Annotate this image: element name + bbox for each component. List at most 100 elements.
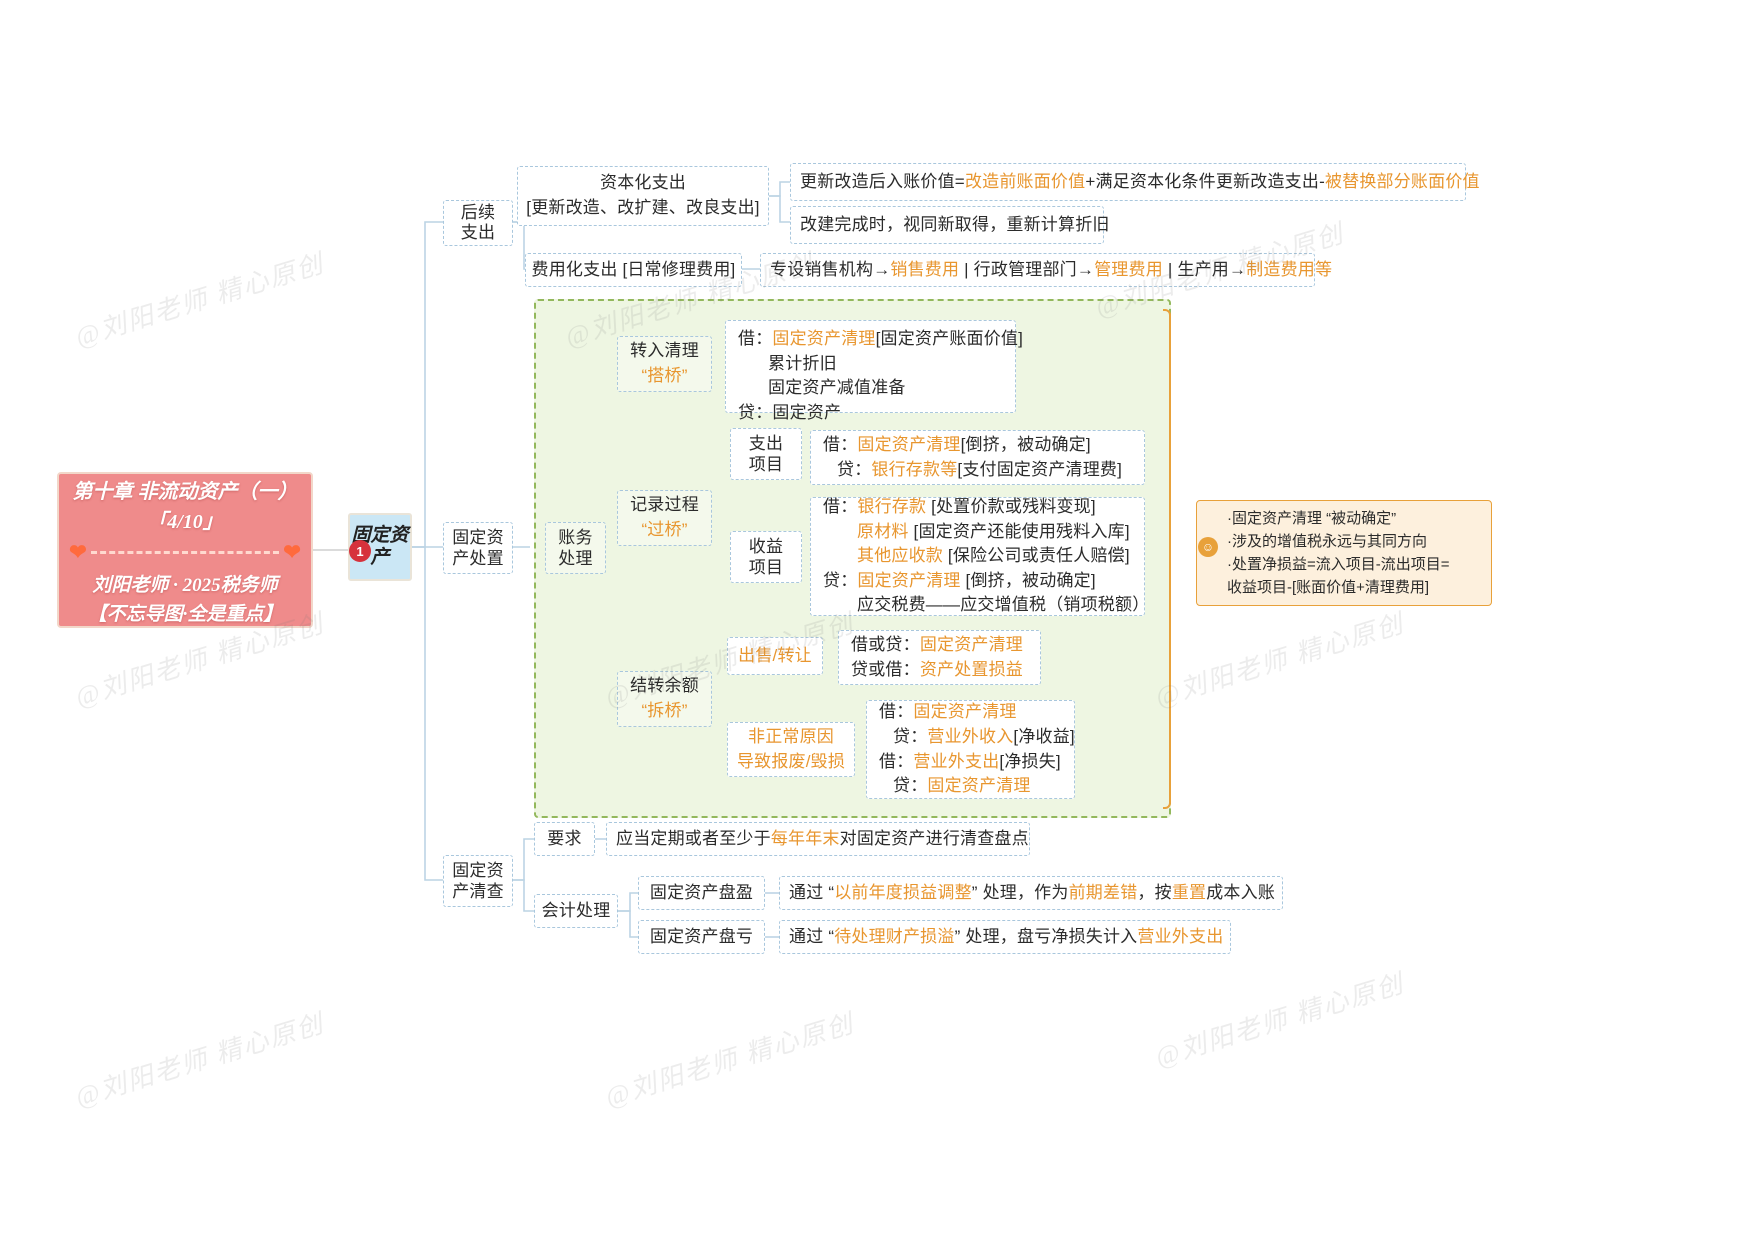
node-accounting-handling[interactable]: 会计处理: [534, 894, 618, 928]
node-transfer-to-disposal[interactable]: 转入清理 “搭桥”: [617, 336, 712, 392]
entry-line: 原材料 [固定资产还能使用残料入库]: [857, 521, 1130, 541]
entry-line: 借或贷：固定资产清理: [851, 634, 1024, 654]
capitalized-detail-1-text: 更新改造后入账价值=改造前账面价值+满足资本化条件更新改造支出-被替换部分账面价…: [800, 171, 1480, 191]
root-divider: ❤ ❤: [69, 540, 301, 565]
entry-line: 贷或借：资产处置损益: [851, 659, 1024, 679]
branch-label-line2: 支出: [460, 223, 496, 242]
root-line4: 【不忘导图·全是重点】: [87, 603, 283, 625]
node-inventory-shortage[interactable]: 固定资产盘亏: [638, 920, 765, 954]
node-requirement[interactable]: 要求: [534, 822, 595, 856]
shortage-detail-text: 通过 “待处理财产损溢” 处理，盘亏净损失计入营业外支出: [789, 926, 1224, 946]
entry-line: 贷：固定资产: [738, 402, 842, 422]
entry-line: 借：固定资产清理[固定资产账面价值]: [738, 329, 1024, 348]
watermark: @刘阳老师 精心原创: [1151, 968, 1408, 1073]
entry-line: 其他应收款 [保险公司或责任人赔偿]: [857, 546, 1130, 566]
capitalized-line1: 资本化支出: [600, 173, 686, 193]
expense-item-line2: 项目: [748, 455, 784, 474]
root-line3: 刘阳老师 · 2025税务师: [92, 574, 278, 596]
entry-line: 累计折旧: [768, 353, 837, 373]
record-line2: “过桥”: [641, 520, 688, 539]
disposal-group-bracket: [1163, 309, 1171, 809]
node-inventory-shortage-detail[interactable]: 通过 “待处理财产损溢” 处理，盘亏净损失计入营业外支出: [779, 920, 1231, 954]
callout-line1: ·固定资产清理 “被动确定”: [1227, 509, 1397, 527]
income-item-line1: 收益: [748, 536, 784, 556]
branch-disposal-line1: 固定资: [452, 527, 504, 547]
root-line1: 第十章 非流动资产（一）: [72, 480, 298, 503]
income-item-line2: 项目: [748, 558, 784, 577]
entry-line: 借：固定资产清理[倒挤，被动确定]: [823, 434, 1091, 454]
node-capitalized-detail-1[interactable]: 更新改造后入账价值=改造前账面价值+满足资本化条件更新改造支出-被替换部分账面价…: [790, 163, 1480, 201]
node-expense-item[interactable]: 支出 项目: [730, 428, 802, 480]
carryover-line2: “拆桥”: [641, 701, 688, 720]
entry-line: 贷：营业外收入[净收益]: [893, 726, 1075, 746]
entry-line: 应交税费——应交增值税（销项税额）: [857, 595, 1150, 615]
watermark: @刘阳老师 精心原创: [601, 1008, 858, 1113]
expensed-detail-text: 专设销售机构→销售费用 | 行政管理部门→管理费用 | 生产用→制造费用等: [770, 259, 1333, 279]
branch-inventory-line1: 固定资: [452, 860, 504, 880]
capitalized-line2: [更新改造、改扩建、改良支出]: [526, 198, 760, 217]
node-carryover-balance[interactable]: 结转余额 “拆桥”: [617, 671, 712, 727]
node-expensed-expenditure[interactable]: 费用化支出 [日常修理费用]: [525, 253, 742, 287]
record-line1: 记录过程: [630, 495, 699, 515]
transfer-line1: 转入清理: [630, 341, 699, 361]
topic-index-badge: 1: [349, 540, 371, 562]
entry-sale-transfer[interactable]: 借或贷：固定资产清理 贷或借：资产处置损益: [838, 630, 1041, 685]
branch-subsequent-expenditure[interactable]: 后续 支出: [443, 200, 513, 246]
surplus-label: 固定资产盘盈: [649, 882, 754, 902]
watermark: @刘阳老师 精心原创: [71, 248, 328, 353]
callout-line3: ·处置净损益=流入项目-流出项目=: [1227, 556, 1450, 573]
branch-label-line1: 后续: [460, 202, 496, 222]
node-requirement-detail[interactable]: 应当定期或者至少于每年年末对固定资产进行清查盘点: [606, 822, 1030, 856]
shortage-label: 固定资产盘亏: [649, 926, 754, 946]
sale-label: 出售/转让: [738, 645, 812, 665]
expensed-label: 费用化支出 [日常修理费用]: [531, 259, 736, 279]
branch-asset-disposal[interactable]: 固定资 产处置: [443, 522, 513, 574]
carryover-line1: 结转余额: [630, 676, 699, 696]
heart-icon-right: ❤: [283, 539, 301, 564]
node-expensed-detail[interactable]: 专设销售机构→销售费用 | 行政管理部门→管理费用 | 生产用→制造费用等: [760, 253, 1332, 287]
node-abnormal-scrap[interactable]: 非正常原因 导致报废/毁损: [727, 722, 855, 777]
callout-line4: 收益项目-[账面价值+清理费用]: [1227, 579, 1430, 597]
node-capitalized-detail-2[interactable]: 改建完成时，视同新取得，重新计算折旧: [790, 206, 1109, 244]
node-inventory-surplus[interactable]: 固定资产盘盈: [638, 876, 765, 910]
root-line2: 「4/10」: [147, 510, 223, 533]
callout-note[interactable]: ·固定资产清理 “被动确定” ·涉及的增值税永远与其同方向 ·处置净损益=流入项…: [1196, 500, 1492, 606]
callout-line2: ·涉及的增值税永远与其同方向: [1227, 532, 1427, 550]
node-inventory-surplus-detail[interactable]: 通过 “以前年度损益调整” 处理，作为前期差错，按重置成本入账: [779, 876, 1283, 910]
abnormal-line1: 非正常原因: [748, 726, 834, 746]
node-accounting-treatment[interactable]: 账务 处理: [545, 522, 606, 574]
entry-abnormal-scrap[interactable]: 借：固定资产清理 贷：营业外收入[净收益] 借：营业外支出[净损失] 贷：固定资…: [866, 700, 1075, 799]
abnormal-line2: 导致报废/毁损: [736, 751, 846, 771]
entry-line: 贷：银行存款等[支付固定资产清理费]: [837, 459, 1123, 479]
entry-expense-item[interactable]: 借：固定资产清理[倒挤，被动确定] 贷：银行存款等[支付固定资产清理费]: [810, 430, 1145, 485]
entry-line: 贷：固定资产清理 [倒挤，被动确定]: [823, 570, 1096, 590]
branch-asset-inventory-check[interactable]: 固定资 产清查: [443, 855, 513, 907]
entry-line: 固定资产减值准备: [768, 378, 906, 398]
node-capitalized-expenditure[interactable]: 资本化支出 [更新改造、改扩建、改良支出]: [517, 166, 769, 226]
node-sale-transfer[interactable]: 出售/转让: [727, 637, 823, 675]
entry-line: 借：固定资产清理: [879, 702, 1017, 722]
node-record-process[interactable]: 记录过程 “过桥”: [617, 490, 712, 546]
accounting-line1: 账务: [558, 527, 593, 547]
callout-lines: ·固定资产清理 “被动确定” ·涉及的增值税永远与其同方向 ·处置净损益=流入项…: [1227, 507, 1450, 600]
surplus-detail-text: 通过 “以前年度损益调整” 处理，作为前期差错，按重置成本入账: [789, 882, 1276, 902]
entry-transfer-to-disposal[interactable]: 借：固定资产清理[固定资产账面价值] 累计折旧 固定资产减值准备 贷：固定资产: [725, 320, 1023, 422]
entry-line: 借：营业外支出[净损失]: [879, 751, 1061, 771]
requirement-detail-text: 应当定期或者至少于每年年末对固定资产进行清查盘点: [616, 828, 1029, 848]
watermark: @刘阳老师 精心原创: [1151, 608, 1408, 713]
requirement-label: 要求: [547, 828, 582, 848]
entry-line: 借：银行存款 [处置价款或残料变现]: [823, 496, 1096, 516]
entry-income-item[interactable]: 借：银行存款 [处置价款或残料变现] 原材料 [固定资产还能使用残料入库] 其他…: [810, 496, 1149, 616]
transfer-line2: “搭桥”: [641, 366, 688, 385]
accounting-handling-label: 会计处理: [541, 900, 611, 920]
expense-item-line1: 支出: [748, 433, 784, 453]
branch-inventory-line2: 产清查: [452, 882, 504, 901]
entry-line: 贷：固定资产清理: [893, 776, 1031, 796]
watermark: @刘阳老师 精心原创: [71, 1008, 328, 1113]
node-income-item[interactable]: 收益 项目: [730, 531, 802, 583]
branch-disposal-line2: 产处置: [452, 549, 504, 568]
dashed-rule: [90, 550, 280, 554]
accounting-line2: 处理: [558, 549, 593, 568]
root-title-node[interactable]: 第十章 非流动资产（一） 「4/10」 ❤ ❤ 刘阳老师 · 2025税务师 【…: [57, 472, 313, 628]
heart-icon-left: ❤: [69, 539, 87, 564]
